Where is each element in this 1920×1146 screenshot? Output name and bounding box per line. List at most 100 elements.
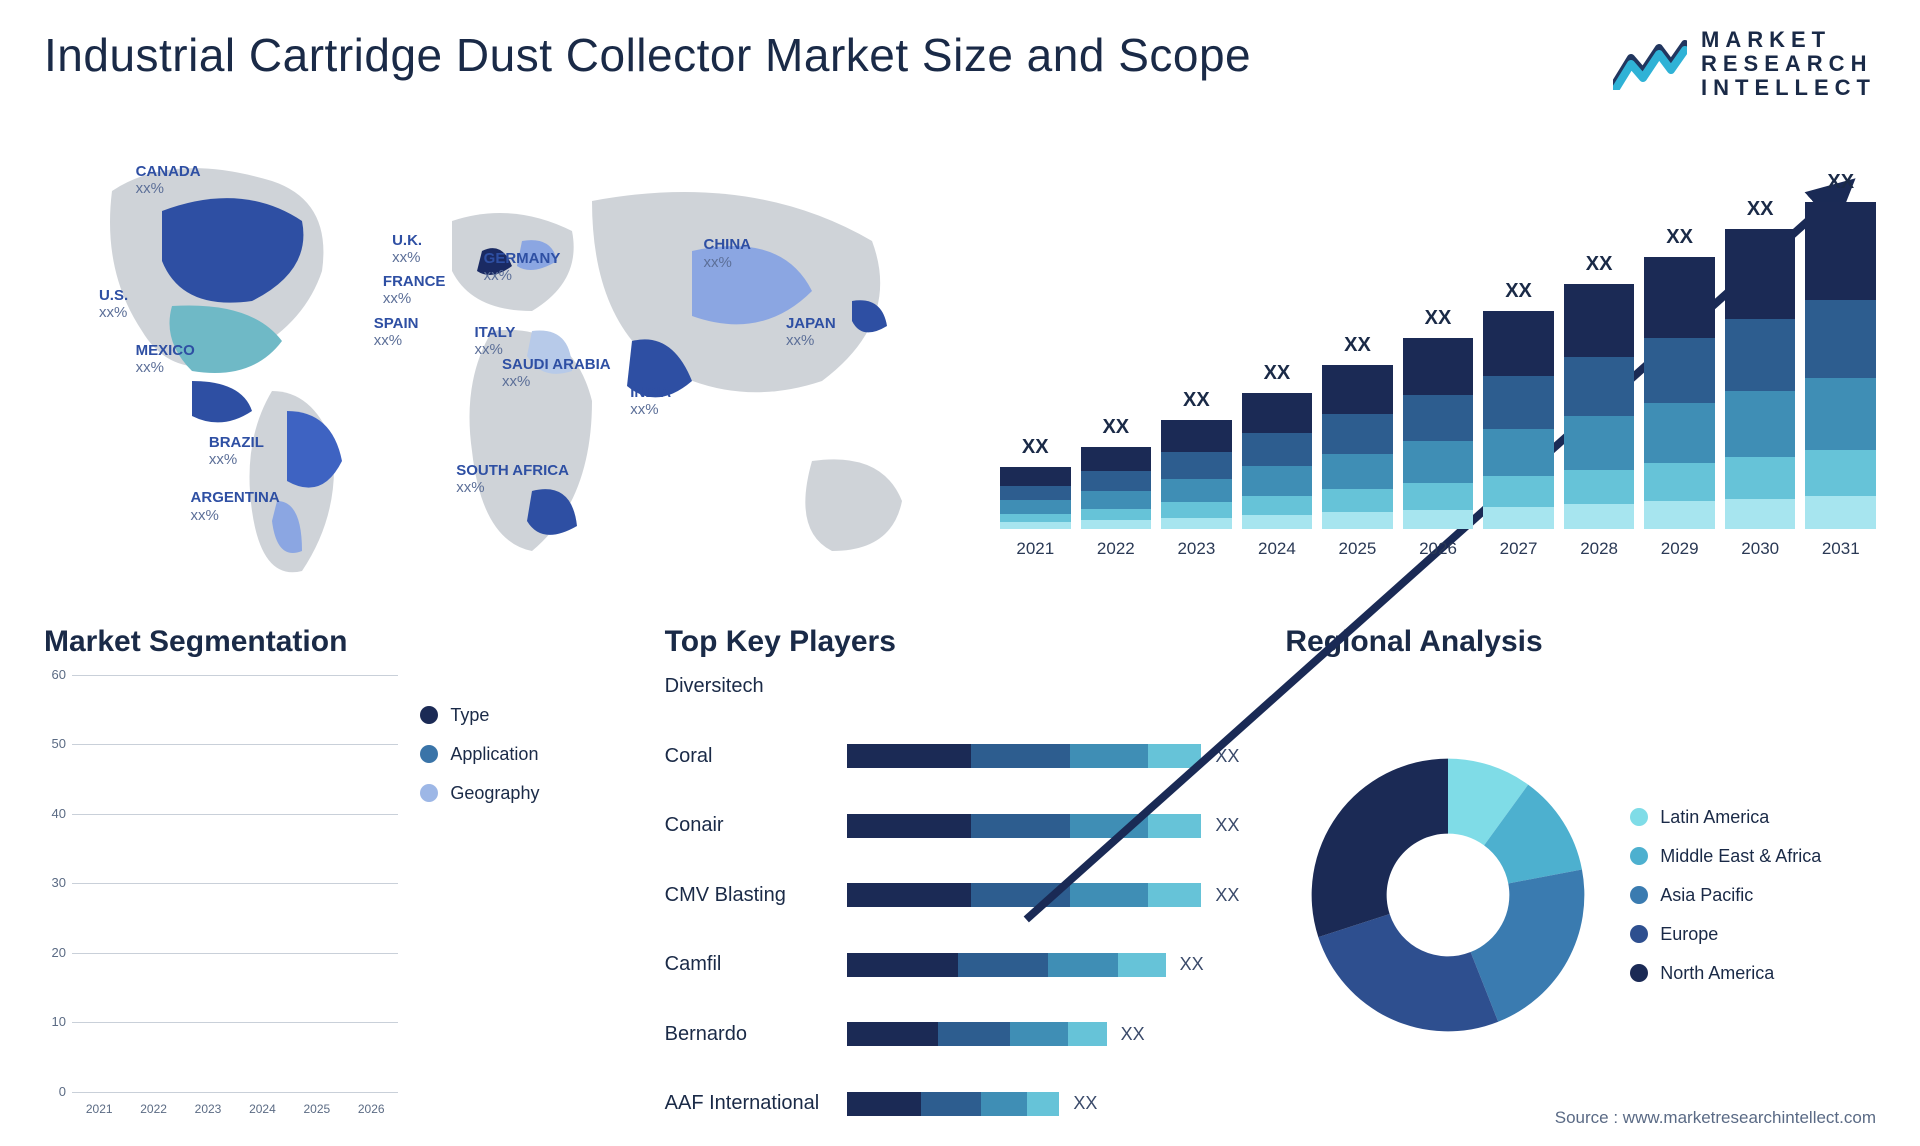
- map-label-france: FRANCExx%: [383, 273, 446, 308]
- forecast-bar-2021: XX 2021: [1000, 436, 1071, 558]
- regional-section: Regional Analysis Latin America Middle Ea…: [1285, 625, 1876, 1116]
- map-label-canada: CANADAxx%: [136, 163, 201, 198]
- map-label-india: INDIAxx%: [630, 384, 671, 419]
- map-label-china: CHINAxx%: [704, 236, 752, 271]
- forecast-bar-year: 2025: [1339, 539, 1377, 559]
- player-name: CMV Blasting: [665, 884, 833, 907]
- forecast-bar-value: XX: [1505, 280, 1532, 303]
- source-credit: Source : www.marketresearchintellect.com: [1555, 1108, 1876, 1128]
- forecast-bar-year: 2027: [1500, 539, 1538, 559]
- header: Industrial Cartridge Dust Collector Mark…: [44, 28, 1876, 101]
- player-value: XX: [1215, 746, 1255, 767]
- brand-logo: MARKET RESEARCH INTELLECT: [1613, 28, 1876, 101]
- forecast-bar-2025: XX2025: [1322, 334, 1393, 558]
- player-row-aaf-international: AAF International XX: [665, 1092, 1256, 1116]
- segmentation-legend-item: Application: [420, 744, 634, 765]
- forecast-bar-chart: XX2021XX2022XX2023XX2024XX2025XX2026XX20…: [1000, 131, 1876, 591]
- map-label-saudi-arabia: SAUDI ARABIAxx%: [502, 356, 611, 391]
- forecast-bar-year: 2028: [1580, 539, 1618, 559]
- map-label-japan: JAPANxx%: [786, 315, 836, 350]
- forecast-bar-year: 2029: [1661, 539, 1699, 559]
- forecast-bar-value: XX: [1264, 362, 1291, 385]
- forecast-bar-value: XX: [1102, 416, 1129, 439]
- player-bar: [847, 744, 1202, 768]
- player-name: Diversitech: [665, 675, 833, 698]
- player-name: Conair: [665, 814, 833, 837]
- map-label-mexico: MEXICOxx%: [136, 342, 195, 377]
- map-label-italy: ITALYxx%: [475, 324, 516, 359]
- forecast-bar-year: 2021: [1016, 539, 1054, 559]
- map-label-u-k-: U.K.xx%: [392, 232, 422, 267]
- forecast-bar-value: XX: [1183, 389, 1210, 412]
- forecast-bar-2027: XX 2027: [1483, 280, 1554, 559]
- map-label-south-africa: SOUTH AFRICAxx%: [456, 462, 569, 497]
- forecast-bar-year: 2031: [1822, 539, 1860, 559]
- segmentation-section: Market Segmentation 0102030405060 202120…: [44, 625, 635, 1116]
- player-value: XX: [1215, 815, 1255, 836]
- forecast-bar-2023: XX 2023: [1161, 389, 1232, 559]
- player-name: AAF International: [665, 1092, 833, 1115]
- top-players-section: Top Key Players DiversitechCoralXXConair…: [665, 625, 1256, 1116]
- player-bar: [847, 1092, 1060, 1116]
- player-value: XX: [1215, 885, 1255, 906]
- player-name: Coral: [665, 745, 833, 768]
- regional-legend-item: Asia Pacific: [1630, 885, 1876, 906]
- donut-slice-north-america: [1311, 759, 1447, 938]
- forecast-bar-year: 2022: [1097, 539, 1135, 559]
- player-row-diversitech: Diversitech: [665, 675, 1256, 699]
- page-title: Industrial Cartridge Dust Collector Mark…: [44, 28, 1251, 82]
- player-row-coral: Coral XX: [665, 744, 1256, 768]
- forecast-bar-2028: XX 2028: [1564, 253, 1635, 559]
- regional-legend-item: Europe: [1630, 924, 1876, 945]
- player-row-camfil: Camfil XX: [665, 953, 1256, 977]
- forecast-bar-2026: XX 2026: [1403, 307, 1474, 558]
- forecast-bar-value: XX: [1586, 253, 1613, 276]
- logo-text: MARKET RESEARCH INTELLECT: [1701, 28, 1876, 101]
- regional-legend-item: Latin America: [1630, 807, 1876, 828]
- player-row-conair: Conair XX: [665, 814, 1256, 838]
- segmentation-chart: 0102030405060 202120222023202420252026: [44, 675, 398, 1116]
- forecast-bar-value: XX: [1827, 171, 1854, 194]
- forecast-bar-value: XX: [1666, 226, 1693, 249]
- regional-title: Regional Analysis: [1285, 625, 1876, 659]
- regional-legend-item: North America: [1630, 963, 1876, 984]
- map-label-germany: GERMANYxx%: [484, 250, 561, 285]
- player-name: Camfil: [665, 953, 833, 976]
- player-row-bernardo: Bernardo XX: [665, 1022, 1256, 1046]
- player-row-cmv-blasting: CMV Blasting XX: [665, 883, 1256, 907]
- segmentation-title: Market Segmentation: [44, 625, 635, 659]
- forecast-bar-year: 2026: [1419, 539, 1457, 559]
- forecast-bar-2024: XX 2024: [1242, 362, 1313, 559]
- player-bar: [847, 883, 1202, 907]
- segmentation-legend-item: Geography: [420, 783, 634, 804]
- player-value: XX: [1121, 1024, 1161, 1045]
- forecast-bar-2029: XX 2029: [1644, 226, 1715, 559]
- map-label-u-s-: U.S.xx%: [99, 287, 128, 322]
- player-name: Bernardo: [665, 1023, 833, 1046]
- map-label-brazil: BRAZILxx%: [209, 434, 264, 469]
- forecast-bar-year: 2024: [1258, 539, 1296, 559]
- forecast-bar-2022: XX 2022: [1081, 416, 1152, 559]
- regional-donut-chart: [1285, 745, 1610, 1045]
- player-bar: [847, 1022, 1107, 1046]
- player-value: XX: [1180, 954, 1220, 975]
- regional-legend-item: Middle East & Africa: [1630, 846, 1876, 867]
- logo-mark-icon: [1613, 38, 1687, 90]
- donut-slice-europe: [1318, 914, 1498, 1031]
- map-label-argentina: ARGENTINAxx%: [191, 489, 280, 524]
- forecast-bar-year: 2023: [1177, 539, 1215, 559]
- forecast-bar-value: XX: [1022, 436, 1049, 459]
- world-map-panel: CANADAxx% U.S.xx% MEXICOxx% BRAZILxx% ARGENT…: [44, 131, 960, 591]
- player-bar: [847, 814, 1202, 838]
- forecast-bar-value: XX: [1425, 307, 1452, 330]
- player-value: XX: [1073, 1093, 1113, 1114]
- forecast-bar-year: 2030: [1741, 539, 1779, 559]
- player-bar: [847, 953, 1166, 977]
- forecast-bar-2030: XX 2030: [1725, 198, 1796, 558]
- regional-legend: Latin America Middle East & Africa Asia Pa…: [1630, 807, 1876, 984]
- forecast-bar-2031: XX 2031: [1805, 171, 1876, 558]
- forecast-bar-value: XX: [1747, 198, 1774, 221]
- segmentation-legend-item: Type: [420, 705, 634, 726]
- map-label-spain: SPAINxx%: [374, 315, 419, 350]
- top-players-title: Top Key Players: [665, 625, 1256, 659]
